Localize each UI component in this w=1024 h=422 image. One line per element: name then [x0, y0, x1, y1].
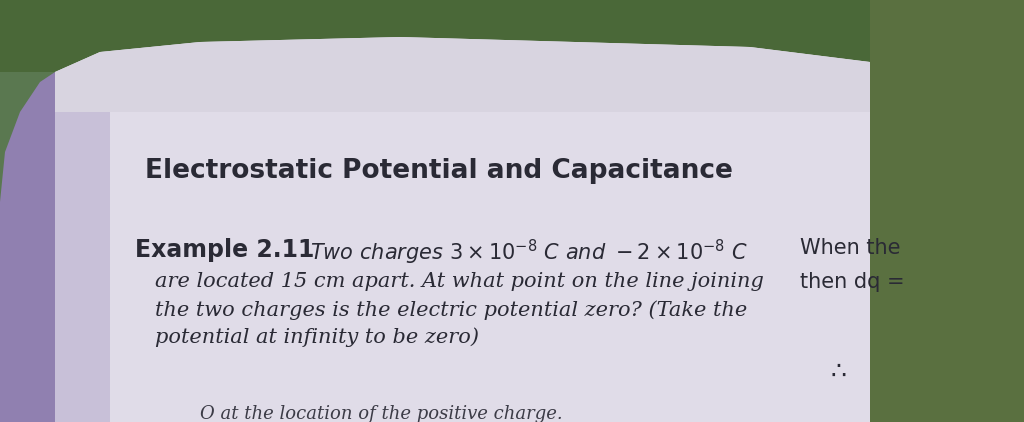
- Text: potential at infinity to be zero): potential at infinity to be zero): [155, 327, 479, 346]
- Bar: [870, 0, 1024, 422]
- Polygon shape: [0, 72, 55, 422]
- Text: Electrostatic Potential and Capacitance: Electrostatic Potential and Capacitance: [145, 158, 733, 184]
- Polygon shape: [55, 72, 110, 422]
- Text: the two charges is the electric potential zero? (Take the: the two charges is the electric potentia…: [155, 300, 748, 320]
- Text: O at the location of the positive charge.: O at the location of the positive charge…: [200, 405, 562, 422]
- Text: ∴: ∴: [830, 360, 846, 384]
- Text: are located 15 cm apart. At what point on the line joining: are located 15 cm apart. At what point o…: [155, 272, 764, 291]
- Text: When the: When the: [800, 238, 900, 258]
- Bar: [0, 0, 1024, 72]
- Text: then dq =: then dq =: [800, 272, 904, 292]
- Polygon shape: [55, 37, 870, 422]
- Polygon shape: [55, 37, 870, 112]
- Text: $\mathit{Two\ charges}\ 3\times10^{-8}\ \mathit{C\ and}\ -2\times10^{-8}\ \mathi: $\mathit{Two\ charges}\ 3\times10^{-8}\ …: [310, 238, 748, 267]
- Text: Example 2.11: Example 2.11: [135, 238, 314, 262]
